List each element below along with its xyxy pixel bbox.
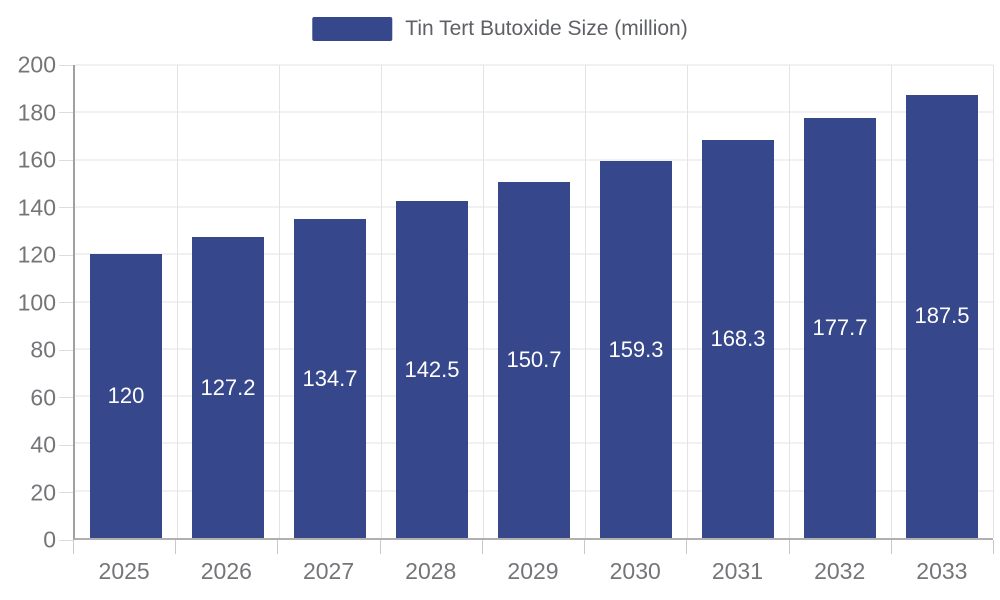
- gridline-vertical: [789, 65, 790, 538]
- gridline-vertical: [380, 65, 382, 538]
- y-tick-label: 100: [17, 289, 56, 315]
- y-axis-tick: [59, 492, 73, 493]
- bar-2030[interactable]: 159.3: [599, 161, 673, 538]
- y-axis-tick: [59, 254, 73, 256]
- x-tick-label-2030: 2030: [609, 558, 661, 584]
- y-axis-tick: [59, 539, 73, 541]
- y-tick-label: 200: [17, 51, 56, 78]
- bar-2027[interactable]: 134.7: [293, 219, 367, 538]
- bar-2032[interactable]: 177.7: [803, 117, 877, 538]
- x-axis-tick: [379, 540, 381, 554]
- gridline-vertical: [585, 65, 586, 538]
- bar-value-label: 159.3: [608, 336, 664, 362]
- x-axis-tick: [481, 540, 483, 554]
- x-axis-tick: [686, 540, 688, 554]
- y-axis-tick: [59, 207, 73, 208]
- x-tick-label-2027: 2027: [302, 558, 355, 584]
- gridline-horizontal: [75, 64, 993, 66]
- x-tick-label-2028: 2028: [405, 558, 457, 584]
- bar-2033[interactable]: 187.5: [905, 94, 979, 538]
- x-tick-label-2025: 2025: [98, 558, 150, 584]
- x-axis-tick: [788, 540, 790, 554]
- x-axis-tick: [175, 540, 177, 554]
- y-tick-label: 60: [30, 384, 56, 410]
- legend-swatch: [312, 17, 393, 41]
- legend-item[interactable]: Tin Tert Butoxide Size (million): [312, 17, 688, 41]
- gridline-vertical: [483, 65, 484, 538]
- y-axis-tick: [59, 64, 73, 66]
- x-tick-label-2032: 2032: [814, 558, 866, 584]
- gridline-vertical: [993, 65, 994, 538]
- y-tick-label: 20: [30, 479, 56, 505]
- x-axis-tick: [277, 540, 279, 554]
- y-axis-tick: [59, 444, 73, 446]
- bar-value-label: 187.5: [914, 303, 970, 329]
- gridline-vertical: [686, 65, 688, 538]
- gridline-horizontal: [75, 159, 993, 161]
- bar-value-label: 177.7: [812, 314, 868, 340]
- bar-2029[interactable]: 150.7: [497, 181, 571, 538]
- x-tick-label-2029: 2029: [507, 558, 559, 584]
- y-tick-label: 180: [17, 99, 56, 125]
- gridline-vertical: [177, 65, 178, 538]
- y-tick-label: 0: [43, 526, 56, 553]
- bar-value-label: 168.3: [710, 325, 766, 351]
- bar-value-label: 127.2: [200, 374, 256, 400]
- bar-value-label: 150.7: [506, 346, 562, 372]
- x-axis-tick: [584, 540, 586, 554]
- plot-area: 120 127.2 134.7 142.5 150.7 159.3 168.3 177.7 18…: [73, 64, 994, 540]
- y-axis-tick: [59, 159, 73, 161]
- x-tick-label-2033: 2033: [916, 558, 968, 584]
- x-axis-tick: [890, 540, 892, 554]
- bar-value-label: 142.5: [404, 356, 460, 382]
- y-axis-tick: [59, 349, 73, 351]
- y-axis-tick: [59, 302, 73, 303]
- y-tick-label: 120: [17, 241, 56, 268]
- y-axis-tick: [59, 397, 73, 398]
- bar-2028[interactable]: 142.5: [395, 201, 469, 538]
- x-tick-label-2031: 2031: [711, 558, 764, 584]
- bar-value-label: 120: [107, 383, 145, 409]
- x-tick-label-2026: 2026: [200, 558, 252, 584]
- gridline-vertical: [891, 65, 892, 538]
- x-axis-tick: [73, 540, 74, 554]
- gridline-horizontal: [75, 111, 993, 113]
- bar-2031[interactable]: 168.3: [701, 139, 775, 538]
- y-axis-tick: [59, 112, 73, 113]
- legend-label: Tin Tert Butoxide Size (million): [405, 17, 688, 40]
- x-axis-tick: [993, 540, 994, 554]
- y-tick-label: 80: [30, 336, 56, 363]
- y-tick-label: 160: [17, 146, 56, 173]
- bar-2026[interactable]: 127.2: [191, 237, 265, 538]
- bar-2025[interactable]: 120: [89, 254, 163, 538]
- y-tick-label: 40: [30, 431, 56, 458]
- y-tick-label: 140: [17, 194, 56, 220]
- bar-value-label: 134.7: [302, 365, 358, 391]
- gridline-vertical: [279, 65, 280, 538]
